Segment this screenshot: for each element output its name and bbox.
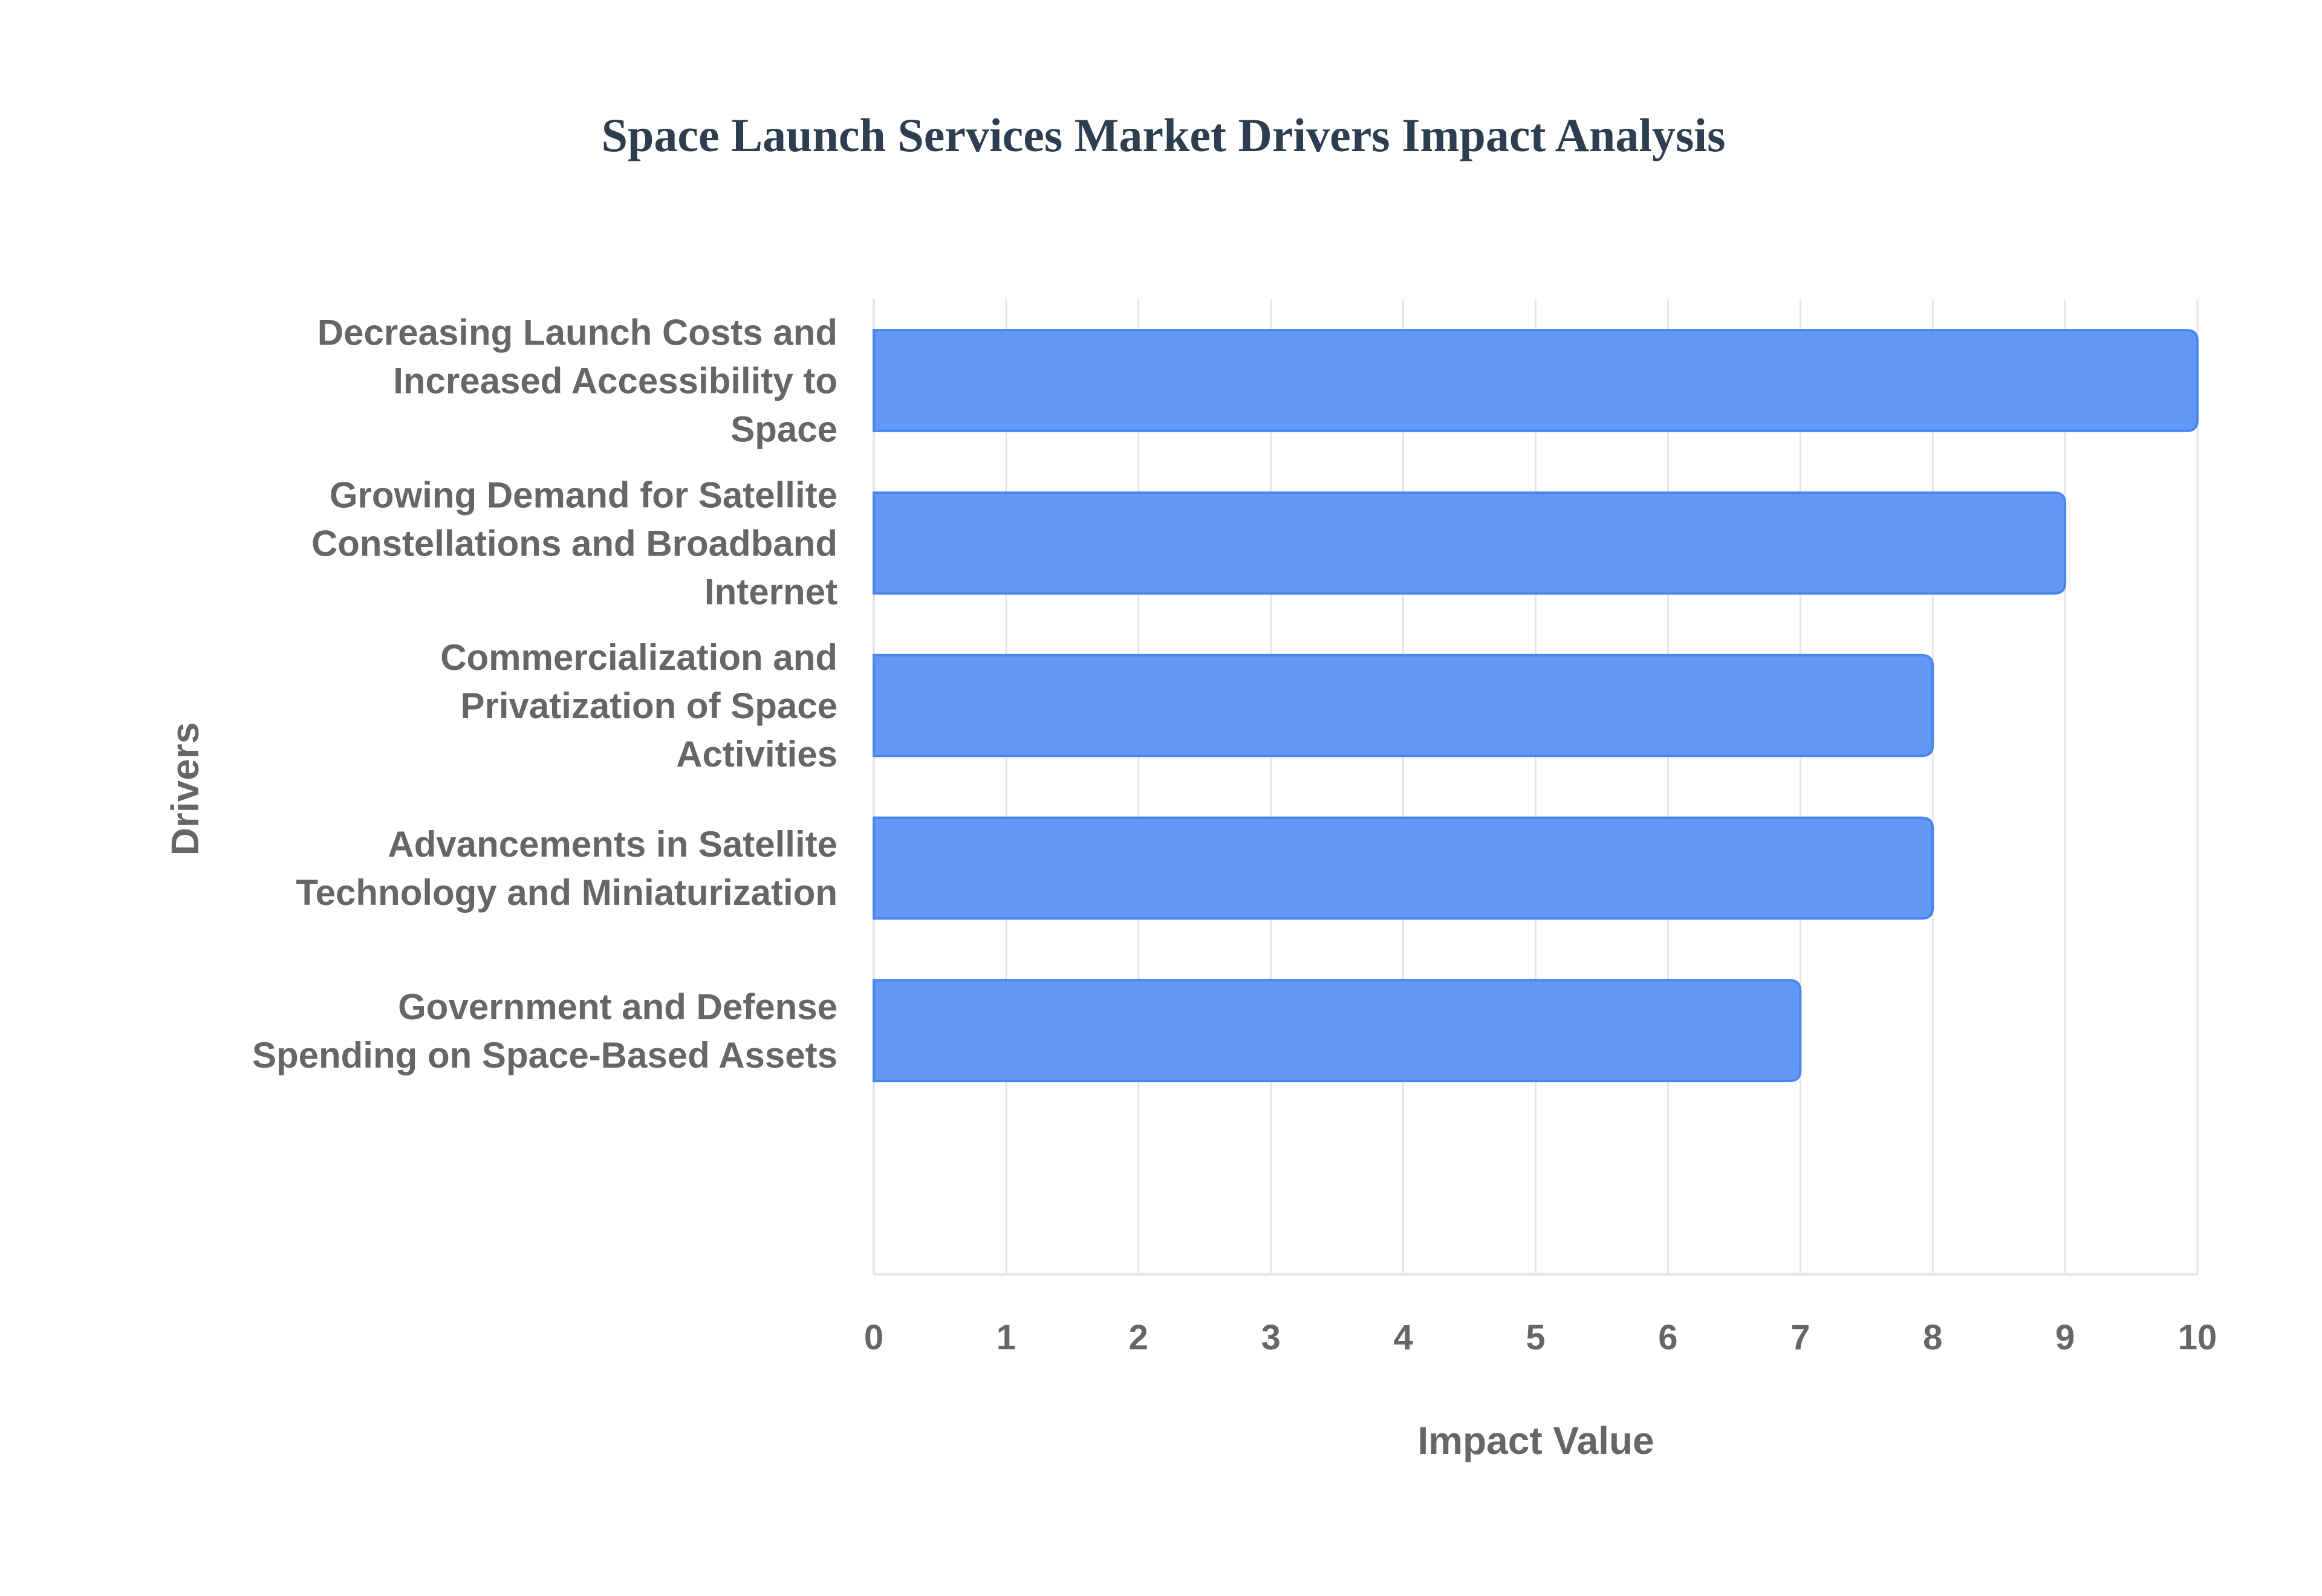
x-tick-label-7: 7 [1790, 1318, 1810, 1357]
category-label-line: Commercialization and [440, 637, 837, 678]
x-tick-label-3: 3 [1261, 1318, 1281, 1357]
x-tick-label-5: 5 [1526, 1318, 1545, 1357]
bar-5 [873, 979, 1802, 1083]
category-label-line: Spending on Space-Based Assets [252, 1035, 837, 1075]
x-tick-label-0: 0 [864, 1318, 883, 1357]
category-label-line: Increased Accessibility to [393, 360, 837, 401]
category-label-4: Advancements in Satellite Technology and … [296, 824, 837, 913]
category-label-1: Decreasing Launch Costs and Increased Acc… [317, 312, 837, 449]
x-tick-label-6: 6 [1658, 1318, 1677, 1357]
x-axis-title: Impact Value [1417, 1419, 1654, 1462]
category-label-line: Advancements in Satellite [388, 824, 837, 864]
category-label-line: Government and Defense [398, 987, 837, 1027]
x-tick-labels: 0 1 2 3 4 5 6 7 8 9 10 [864, 1318, 2217, 1357]
x-tick-label-10: 10 [2178, 1318, 2217, 1357]
y-axis-title: Drivers [163, 722, 207, 856]
category-label-line: Constellations and Broadband [311, 523, 837, 563]
x-tick-label-2: 2 [1129, 1318, 1148, 1357]
category-label-line: Decreasing Launch Costs and [317, 312, 837, 352]
x-tick-label-9: 9 [2055, 1318, 2075, 1357]
category-label-2: Growing Demand for Satellite Constellatio… [311, 475, 837, 612]
category-label-5: Government and Defense Spending on Space-… [252, 987, 837, 1075]
bar-2 [873, 491, 2067, 595]
category-label-line: Activities [676, 734, 837, 774]
category-label-line: Growing Demand for Satellite [330, 475, 837, 515]
bars [873, 329, 2199, 1083]
x-tick-label-1: 1 [997, 1318, 1016, 1357]
category-label-3: Commercialization and Privatization of Sp… [440, 637, 837, 774]
chart-title: Space Launch Services Market Drivers Imp… [602, 109, 1726, 161]
bar-1 [873, 329, 2199, 432]
category-label-line: Space [730, 409, 837, 449]
category-label-line: Privatization of Space [461, 686, 838, 726]
bar-3 [873, 654, 1934, 757]
x-tick-label-4: 4 [1393, 1318, 1413, 1357]
category-label-line: Technology and Miniaturization [296, 872, 837, 913]
grid [873, 299, 2199, 1276]
bar-4 [873, 816, 1934, 920]
x-tick-label-8: 8 [1923, 1318, 1942, 1357]
category-label-line: Internet [704, 571, 837, 612]
category-labels: Decreasing Launch Costs and Increased Acc… [252, 312, 837, 1075]
